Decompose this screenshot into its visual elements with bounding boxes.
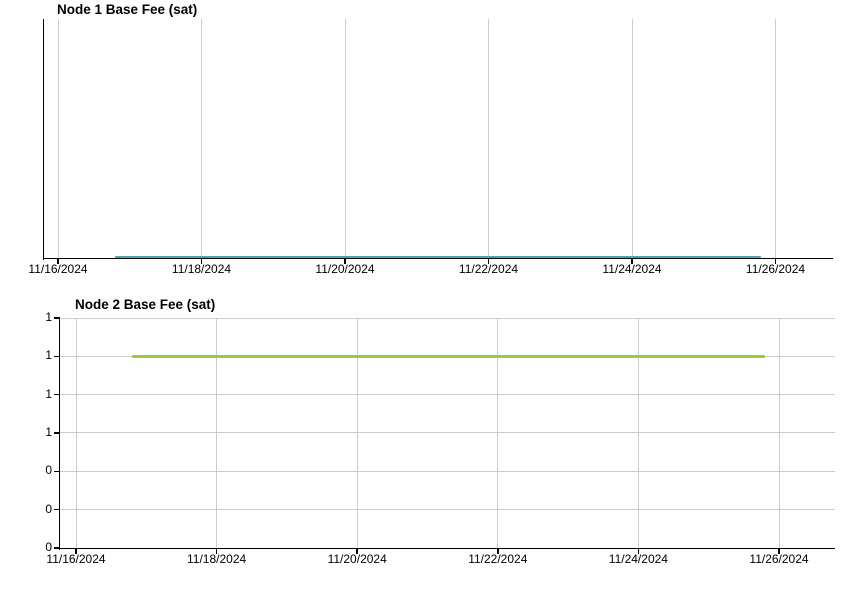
y-gridline — [60, 317, 835, 319]
x-tick-label: 11/26/2024 — [749, 552, 809, 566]
x-gridline — [201, 19, 202, 258]
y-gridline — [60, 394, 835, 396]
x-tick-label: 11/20/2024 — [315, 262, 375, 276]
x-tick-label: 11/24/2024 — [602, 262, 662, 276]
y-tick-label: 1 — [45, 386, 52, 401]
x-tick — [631, 258, 633, 264]
y-tick-label: 1 — [45, 348, 52, 363]
y-tick — [54, 470, 60, 473]
y-tick-label: 0 — [45, 539, 52, 554]
y-tick — [54, 508, 60, 511]
x-tick — [497, 548, 499, 554]
y-tick — [54, 393, 60, 396]
y-tick-label: 1 — [45, 424, 52, 439]
series-line-node2 — [132, 354, 765, 358]
y-tick — [54, 317, 60, 319]
y-tick-label: 0 — [45, 501, 52, 516]
y-gridline — [60, 470, 835, 472]
x-tick — [57, 258, 59, 264]
x-axis — [42, 257, 833, 259]
y-tick — [54, 547, 60, 549]
x-tick-label: 11/16/2024 — [28, 262, 88, 276]
x-tick — [356, 548, 358, 554]
x-gridline — [631, 19, 633, 258]
y-gridline — [60, 509, 835, 511]
x-tick-label: 11/20/2024 — [327, 552, 387, 566]
x-gridline — [344, 19, 346, 258]
y-tick — [54, 355, 60, 358]
x-tick-label: 11/22/2024 — [468, 552, 528, 566]
chart-title-node2: Node 2 Base Fee (sat) — [75, 297, 216, 312]
x-tick — [637, 548, 640, 554]
x-tick — [774, 258, 777, 264]
chart-title-node1: Node 1 Base Fee (sat) — [57, 2, 198, 17]
y-tick — [54, 432, 60, 434]
x-tick-label: 11/18/2024 — [171, 262, 232, 276]
x-tick-label: 11/18/2024 — [187, 552, 247, 566]
y-axis — [58, 318, 60, 550]
x-gridline — [57, 19, 59, 258]
x-tick — [778, 548, 780, 554]
series-line-node1 — [115, 255, 762, 258]
y-gridline — [60, 432, 835, 434]
x-tick-label: 11/16/2024 — [46, 552, 106, 566]
y-tick-label: 1 — [45, 310, 52, 324]
x-tick — [487, 258, 490, 264]
x-gridline — [488, 19, 489, 258]
x-tick — [344, 258, 346, 264]
x-tick-label: 11/26/2024 — [745, 262, 806, 276]
x-tick — [75, 548, 77, 554]
x-tick — [215, 548, 218, 554]
x-tick — [200, 258, 203, 264]
x-tick-label: 11/22/2024 — [458, 262, 519, 276]
x-axis — [58, 547, 835, 549]
x-gridline — [775, 19, 776, 258]
x-tick-label: 11/24/2024 — [608, 552, 668, 566]
y-tick-label: 0 — [45, 463, 52, 478]
y-axis — [42, 19, 44, 260]
